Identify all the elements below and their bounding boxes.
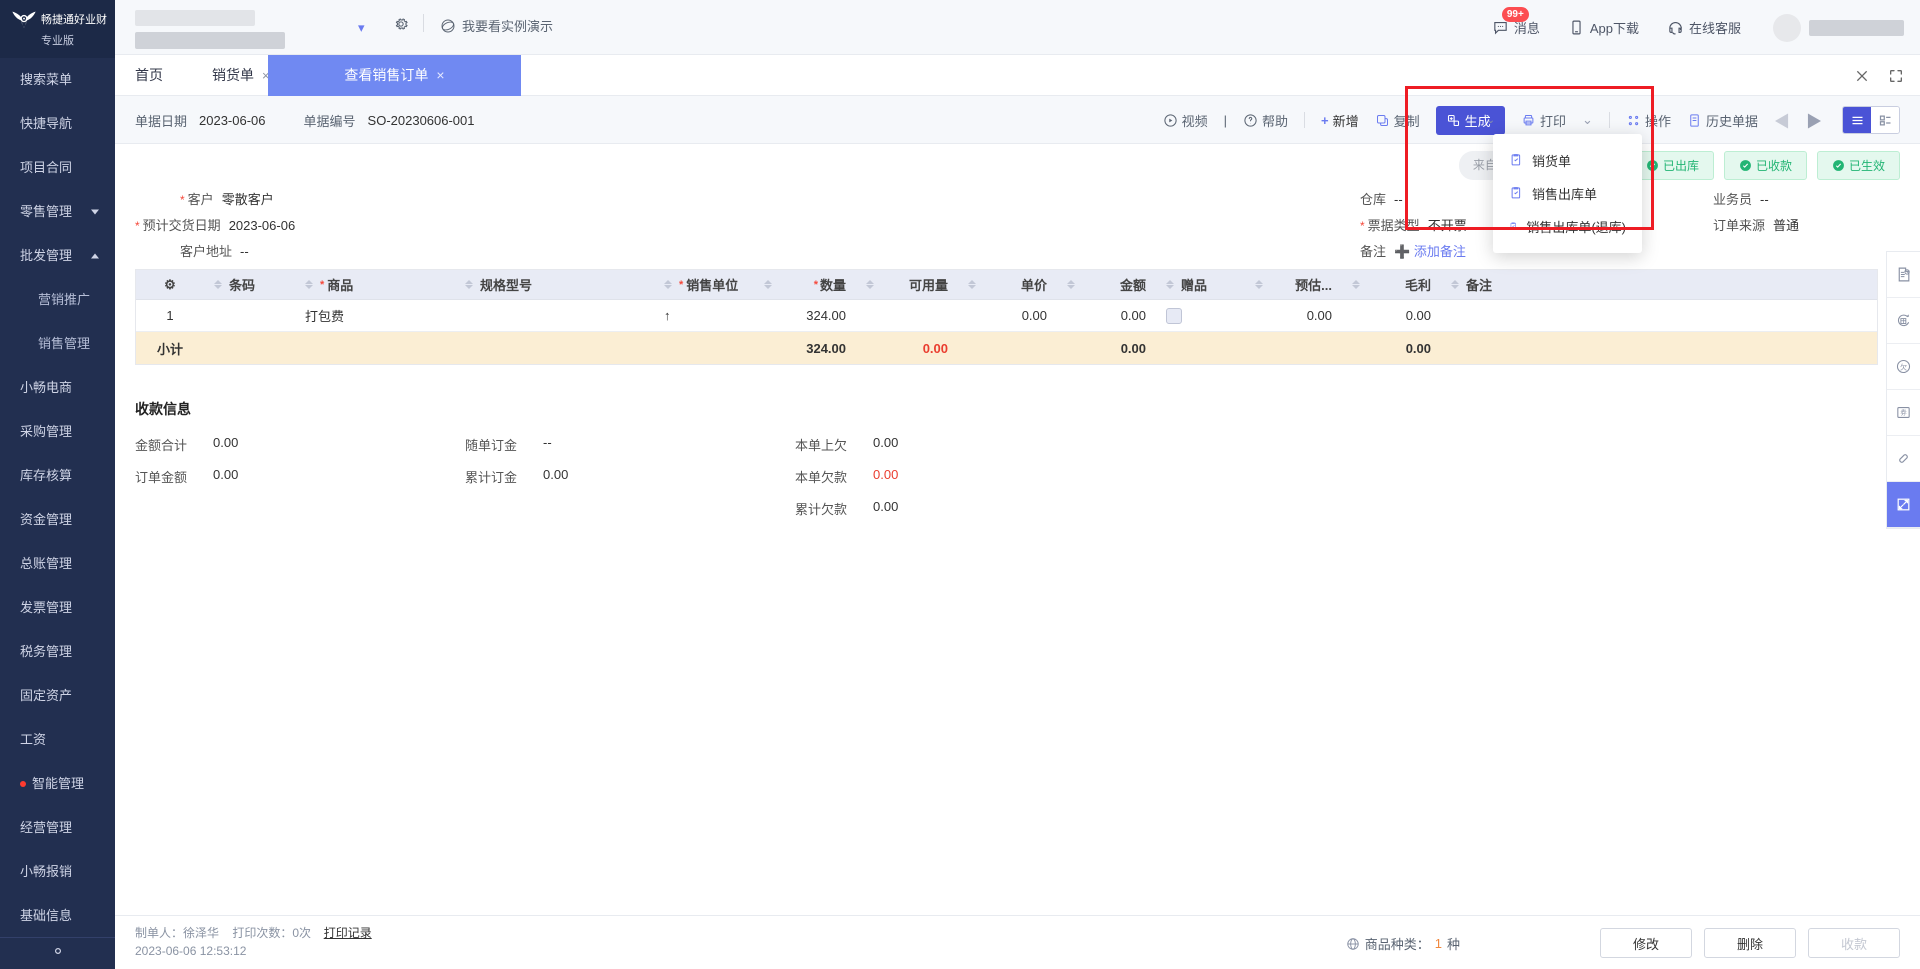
svg-text:欠: 欠 xyxy=(1900,362,1907,371)
svg-text:券: 券 xyxy=(1900,408,1907,417)
